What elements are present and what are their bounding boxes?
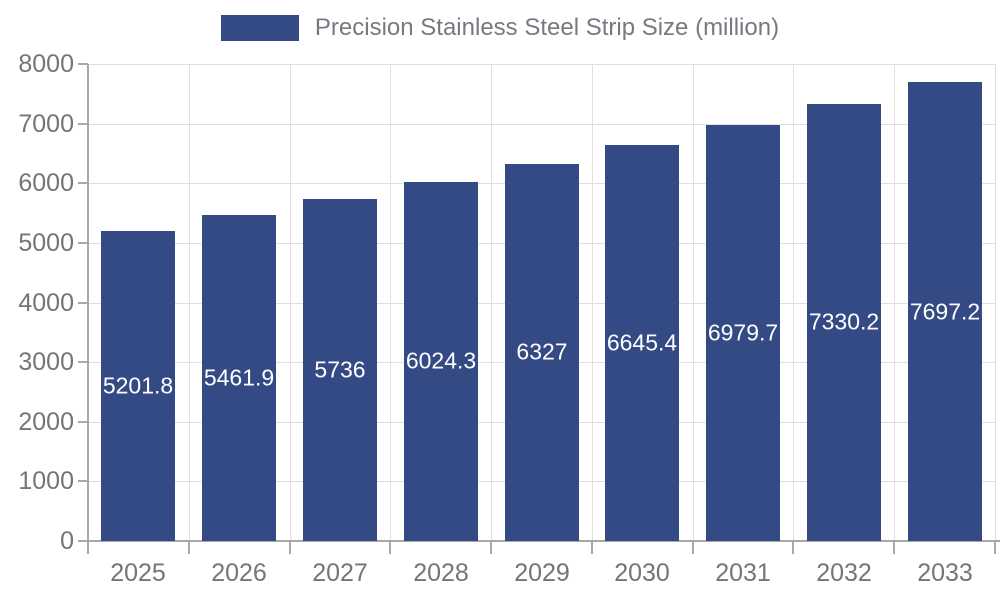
gridline-h-8000 <box>88 64 995 65</box>
x-tick-label-2031: 2031 <box>715 559 771 587</box>
gridline-v-8 <box>894 64 895 541</box>
gridline-v-9 <box>995 64 996 541</box>
y-tick-label-0: 0 <box>60 527 74 555</box>
gridline-v-6 <box>693 64 694 541</box>
y-tick-5000 <box>78 242 88 244</box>
bar-2030[interactable] <box>605 145 679 541</box>
x-tick-2 <box>289 542 291 554</box>
x-tick-7 <box>792 542 794 554</box>
y-tick-8000 <box>78 63 88 65</box>
y-tick-label-8000: 8000 <box>18 50 74 78</box>
bar-2029[interactable] <box>505 164 579 541</box>
gridline-v-1 <box>189 64 190 541</box>
x-tick-label-2029: 2029 <box>514 559 570 587</box>
x-tick-5 <box>591 542 593 554</box>
bar-label-2033: 7697.2 <box>909 298 981 325</box>
x-tick-4 <box>490 542 492 554</box>
x-tick-3 <box>389 542 391 554</box>
gridline-h-7000 <box>88 124 995 125</box>
bar-label-2027: 5736 <box>314 356 366 383</box>
y-tick-0 <box>78 540 88 542</box>
bar-2027[interactable] <box>303 199 377 541</box>
x-tick-label-2030: 2030 <box>614 559 670 587</box>
bar-2031[interactable] <box>706 125 780 541</box>
x-tick-8 <box>893 542 895 554</box>
y-tick-label-5000: 5000 <box>18 229 74 257</box>
y-axis-line <box>87 64 89 554</box>
y-tick-7000 <box>78 123 88 125</box>
legend[interactable]: Precision Stainless Steel Strip Size (mi… <box>0 14 1000 42</box>
y-tick-4000 <box>78 302 88 304</box>
x-tick-label-2025: 2025 <box>110 559 166 587</box>
x-tick-6 <box>692 542 694 554</box>
y-tick-6000 <box>78 182 88 184</box>
y-tick-2000 <box>78 421 88 423</box>
bar-2028[interactable] <box>404 182 478 541</box>
legend-label: Precision Stainless Steel Strip Size (mi… <box>314 14 780 41</box>
y-tick-label-4000: 4000 <box>18 289 74 317</box>
y-tick-label-7000: 7000 <box>18 110 74 138</box>
x-tick-label-2033: 2033 <box>917 559 973 587</box>
bar-label-2026: 5461.9 <box>203 364 275 391</box>
bar-2032[interactable] <box>807 104 881 541</box>
y-tick-1000 <box>78 480 88 482</box>
bar-label-2030: 6645.4 <box>606 329 678 356</box>
gridline-v-4 <box>491 64 492 541</box>
y-tick-label-1000: 1000 <box>18 467 74 495</box>
x-tick-label-2032: 2032 <box>816 559 872 587</box>
y-tick-label-6000: 6000 <box>18 169 74 197</box>
x-tick-0 <box>87 542 89 554</box>
bar-label-2031: 6979.7 <box>707 319 779 346</box>
y-tick-label-2000: 2000 <box>18 408 74 436</box>
gridline-v-5 <box>592 64 593 541</box>
x-tick-9 <box>994 542 996 554</box>
x-tick-label-2027: 2027 <box>312 559 368 587</box>
y-tick-3000 <box>78 361 88 363</box>
bar-2025[interactable] <box>101 231 175 541</box>
bar-2026[interactable] <box>202 215 276 541</box>
bar-label-2029: 6327 <box>516 338 568 365</box>
x-axis-line <box>78 540 1000 542</box>
bar-2033[interactable] <box>908 82 982 541</box>
bar-label-2028: 6024.3 <box>405 347 477 374</box>
gridline-v-3 <box>390 64 391 541</box>
legend-swatch <box>220 15 299 41</box>
x-tick-label-2028: 2028 <box>413 559 469 587</box>
y-tick-label-3000: 3000 <box>18 348 74 376</box>
gridline-v-2 <box>290 64 291 541</box>
x-tick-label-2026: 2026 <box>211 559 267 587</box>
bar-label-2032: 7330.2 <box>808 308 880 335</box>
gridline-v-7 <box>793 64 794 541</box>
bar-label-2025: 5201.8 <box>102 372 174 399</box>
x-tick-1 <box>188 542 190 554</box>
